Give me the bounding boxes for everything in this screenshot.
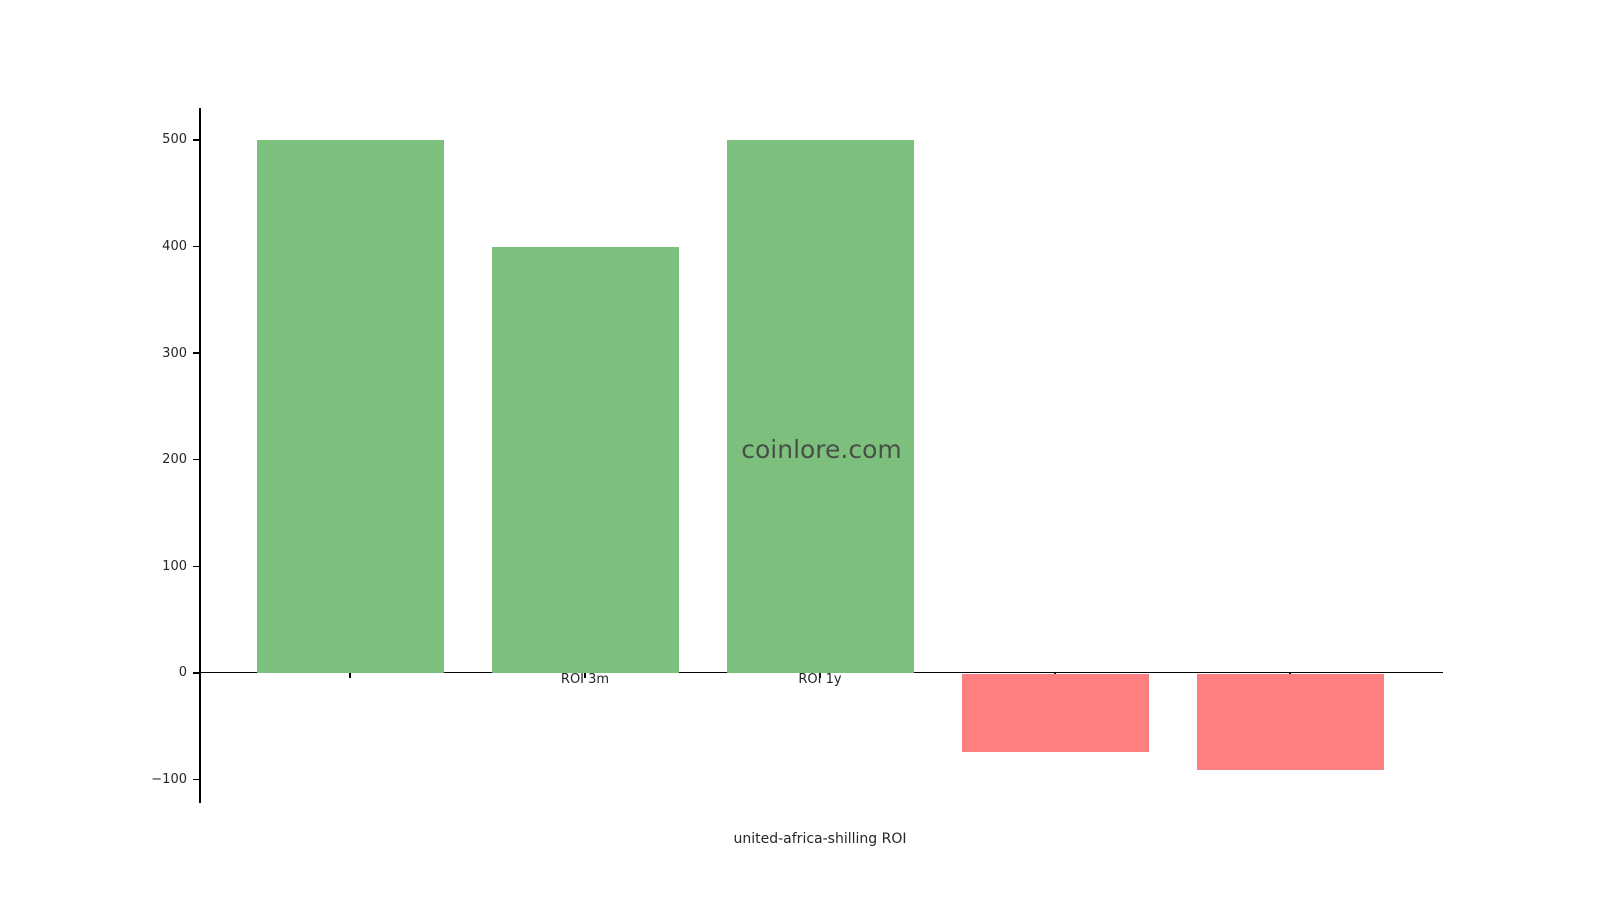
x-tick-label: ROI 1y: [798, 671, 842, 687]
x-tick-mark: [349, 672, 351, 678]
y-axis-spine: [199, 108, 201, 803]
x-tick-label: ROI 3m: [560, 671, 610, 687]
y-tick-mark: [193, 352, 199, 354]
y-tick-mark: [193, 245, 199, 248]
y-tick-label: 0: [178, 665, 187, 681]
y-tick-mark: [193, 672, 199, 674]
bar-negative: [961, 674, 1149, 753]
bar-negative: [1196, 674, 1384, 771]
watermark: coinlore.com: [741, 435, 902, 464]
y-tick-mark: [193, 778, 199, 781]
x-tick-mark: [819, 672, 821, 678]
y-tick-mark: [193, 139, 199, 141]
y-tick-mark: [193, 459, 199, 461]
y-tick-mark: [193, 565, 199, 568]
bar-positive: [256, 139, 444, 673]
y-tick-label: 100: [162, 558, 187, 574]
bar-positive: [726, 139, 914, 673]
y-tick-label: 200: [162, 452, 187, 468]
y-tick-label: −100: [151, 772, 187, 788]
x-tick-mark: [584, 672, 586, 678]
chart-title: united-africa-shilling ROI: [733, 831, 907, 847]
y-tick-label: 500: [162, 132, 187, 148]
y-tick-label: 400: [162, 239, 187, 255]
y-tick-label: 300: [162, 345, 187, 361]
bar-positive: [491, 246, 679, 673]
